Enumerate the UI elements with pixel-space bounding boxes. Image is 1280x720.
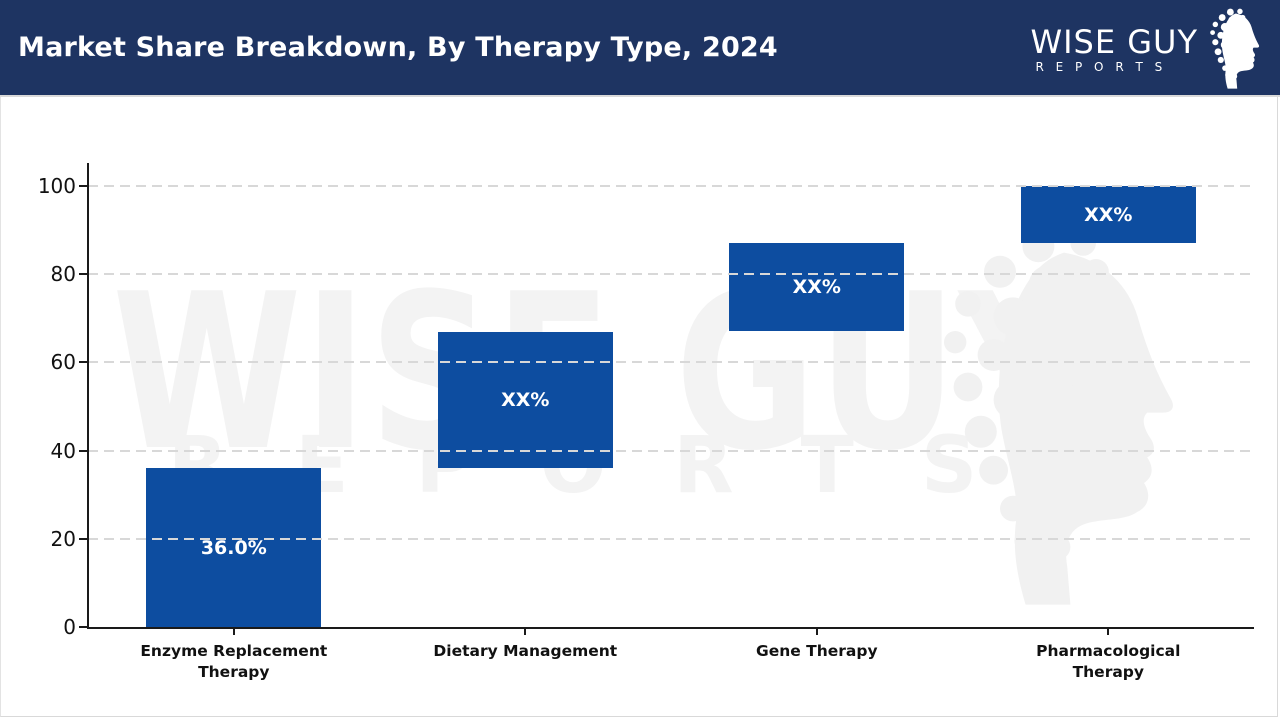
y-axis-spine [87,163,89,629]
bar-1: 36.0% [146,468,322,627]
plot: 36.0% Enzyme Replacement Therapy XX% Dietar… [0,97,1280,720]
x-axis-spine [87,627,1254,629]
bar-value-label: XX% [501,388,550,411]
chart-area: WISE GUY R E P O R T S 36.0%Enzyme Repla… [0,97,1280,720]
y-tickmark [79,185,87,187]
y-tick-label-0: 0 [63,615,76,639]
gridline-80 [88,273,1254,276]
logo-text: WISE GUY R E P O R T S [1030,25,1198,74]
y-tick-label-20: 20 [50,526,76,551]
y-tickmark [79,449,87,452]
gridline-100 [88,185,1254,187]
y-tickmark [79,537,87,540]
bar-4: XX% [1020,186,1196,244]
x-tickmark [232,629,235,635]
bar-value-label: 36.0% [200,536,267,559]
y-tick-label-40: 40 [50,438,76,463]
x-tickmark [815,629,818,635]
header: Market Share Breakdown, By Therapy Type,… [0,0,1280,97]
y-tick-label-100: 100 [37,174,76,198]
y-tickmark [79,361,87,364]
y-tick-label-60: 60 [50,350,76,375]
x-axis-category-label: Enzyme Replacement Therapy [140,642,328,682]
logo-subtext: R E P O R T S [1035,59,1167,74]
x-tickmark [524,629,527,635]
logo-wordmark: WISE GUY [1030,22,1198,61]
logo-head-icon [1210,8,1260,89]
y-tickmark [79,626,87,628]
bar-3: XX% [729,243,905,332]
x-axis-category-label: Dietary Management [433,642,618,660]
bar-value-label: XX% [792,276,841,299]
x-axis-category-label: Gene Therapy [755,642,878,660]
gridline-40 [88,449,1254,452]
x-tickmark [1107,629,1110,635]
y-tickmark [79,273,87,276]
page-title: Market Share Breakdown, By Therapy Type,… [18,32,778,63]
wiseguy-logo: WISE GUY R E P O R T S [1030,6,1266,92]
x-axis-category-label: Pharmacological Therapy [1036,642,1181,682]
y-tick-label-80: 80 [50,262,76,287]
gridline-20 [88,537,1254,540]
bar-value-label: XX% [1084,203,1133,226]
gridline-60 [88,361,1254,364]
bar-2: XX% [437,331,613,469]
